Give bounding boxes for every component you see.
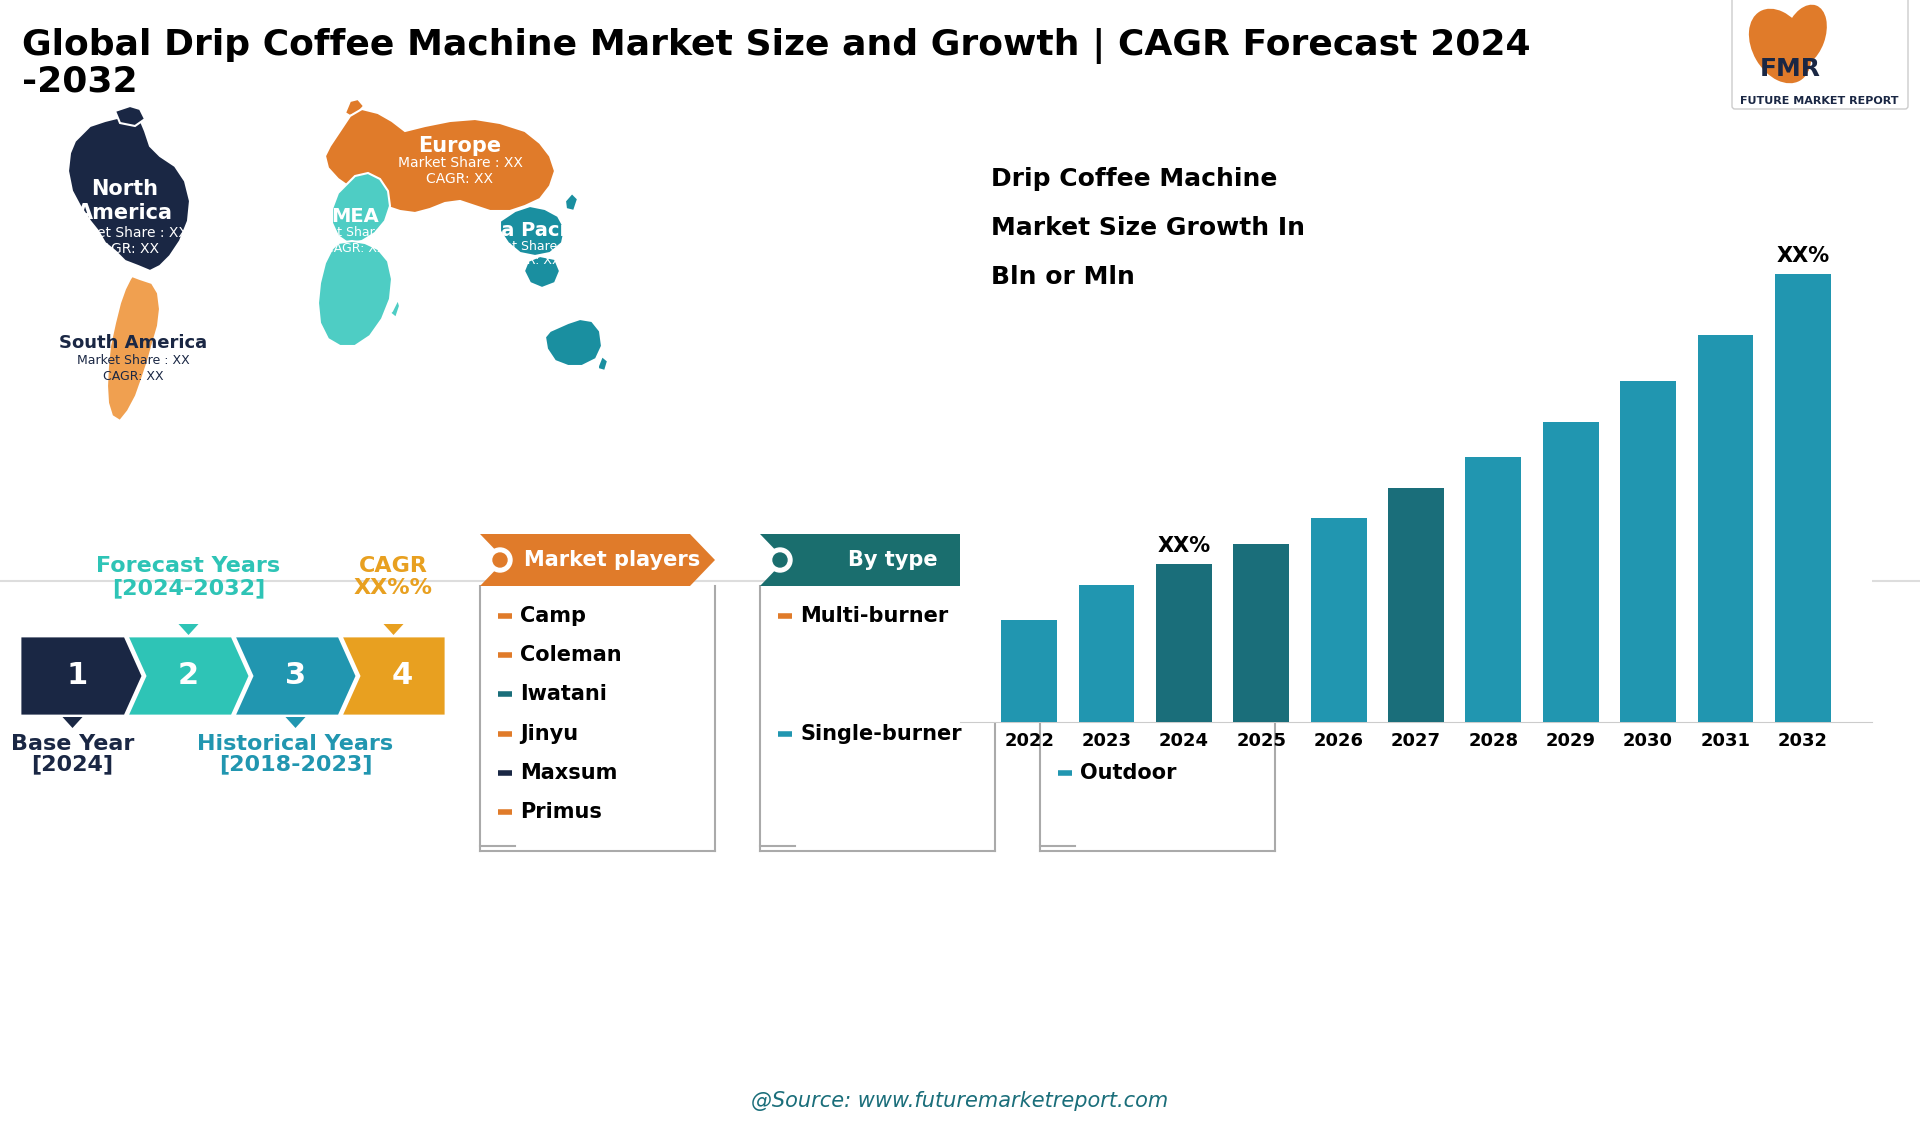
Polygon shape: [384, 625, 403, 635]
Polygon shape: [332, 173, 390, 243]
Polygon shape: [63, 717, 83, 728]
Polygon shape: [115, 105, 146, 126]
Bar: [1465, 457, 1521, 722]
Text: Drip Coffee Machine: Drip Coffee Machine: [991, 167, 1277, 191]
Bar: [1388, 488, 1444, 722]
Text: By type: By type: [849, 550, 937, 570]
Polygon shape: [480, 534, 714, 586]
Polygon shape: [19, 636, 142, 716]
Text: 4: 4: [392, 661, 413, 691]
Circle shape: [1052, 554, 1068, 567]
Text: Others: Others: [1079, 684, 1160, 705]
Polygon shape: [346, 99, 365, 116]
Polygon shape: [324, 109, 555, 213]
Polygon shape: [499, 206, 564, 256]
Polygon shape: [340, 113, 380, 149]
Bar: [1079, 584, 1135, 722]
Text: Global Drip Coffee Machine Market Size and Growth | CAGR Forecast 2024: Global Drip Coffee Machine Market Size a…: [21, 28, 1530, 64]
Polygon shape: [390, 299, 399, 317]
Text: [2018-2023]: [2018-2023]: [219, 754, 372, 774]
Text: Single-burner: Single-burner: [801, 723, 962, 744]
Polygon shape: [545, 319, 603, 366]
Text: Primus: Primus: [520, 802, 601, 822]
Text: MEA: MEA: [330, 206, 378, 226]
Circle shape: [493, 554, 507, 567]
Circle shape: [488, 548, 513, 572]
Circle shape: [1048, 548, 1071, 572]
Circle shape: [768, 548, 791, 572]
Text: Base Year: Base Year: [12, 733, 134, 754]
Text: South America: South America: [60, 333, 207, 352]
Text: Maxsum: Maxsum: [520, 763, 618, 783]
Circle shape: [774, 554, 787, 567]
Text: 3: 3: [284, 661, 305, 691]
Bar: [1002, 620, 1058, 722]
Polygon shape: [330, 113, 392, 176]
Bar: [1156, 564, 1212, 722]
Text: Market Share : XX: Market Share : XX: [77, 354, 190, 368]
Text: 2: 2: [179, 661, 200, 691]
Text: CAGR: XX: CAGR: XX: [499, 254, 561, 267]
Text: Market Share : XX: Market Share : XX: [63, 226, 188, 240]
Polygon shape: [286, 717, 305, 728]
Text: Bln or Mln: Bln or Mln: [991, 266, 1135, 290]
Text: CAGR: XX: CAGR: XX: [324, 242, 386, 254]
Text: FMR: FMR: [1761, 57, 1820, 81]
Polygon shape: [108, 276, 159, 421]
Text: Market Share : XX: Market Share : XX: [300, 227, 411, 240]
Text: CAGR: XX: CAGR: XX: [426, 172, 493, 186]
Polygon shape: [319, 241, 392, 346]
Text: Outdoor: Outdoor: [1079, 763, 1177, 783]
Polygon shape: [127, 636, 250, 716]
Text: [2024-2032]: [2024-2032]: [111, 578, 265, 598]
Text: FUTURE MARKET REPORT: FUTURE MARKET REPORT: [1740, 96, 1899, 105]
Text: Forecast Years: Forecast Years: [96, 556, 280, 576]
Text: Asia Pacific: Asia Pacific: [468, 221, 593, 241]
Text: -2032: -2032: [21, 64, 138, 99]
Polygon shape: [67, 116, 190, 270]
Polygon shape: [597, 356, 609, 371]
Polygon shape: [342, 636, 445, 716]
Text: CAGR: XX: CAGR: XX: [102, 369, 163, 383]
Polygon shape: [524, 256, 561, 288]
Text: XX%: XX%: [1158, 536, 1210, 556]
Text: Iwatani: Iwatani: [520, 684, 607, 705]
Text: Market Share : XX: Market Share : XX: [474, 241, 586, 253]
Text: 1: 1: [67, 661, 88, 691]
Text: Multi-burner: Multi-burner: [801, 606, 948, 626]
Bar: [1311, 518, 1367, 722]
Text: Europe: Europe: [419, 136, 501, 156]
Polygon shape: [760, 534, 995, 586]
Text: XX%%: XX%%: [353, 578, 434, 598]
Bar: [1774, 274, 1830, 722]
Text: Jinyu: Jinyu: [520, 723, 578, 744]
Bar: [1544, 422, 1599, 722]
Bar: [1233, 544, 1288, 722]
Bar: [1620, 382, 1676, 722]
Text: XX%: XX%: [1776, 246, 1830, 266]
Text: Market players: Market players: [524, 550, 701, 570]
Text: Home: Home: [1079, 606, 1148, 626]
Text: Coleman: Coleman: [520, 645, 622, 665]
FancyBboxPatch shape: [1732, 0, 1908, 109]
Text: Market Share : XX: Market Share : XX: [397, 156, 522, 170]
Polygon shape: [179, 625, 198, 635]
Text: North
America: North America: [77, 180, 173, 222]
Text: Camp: Camp: [520, 606, 586, 626]
Bar: [1697, 336, 1753, 722]
Polygon shape: [234, 636, 357, 716]
Text: Market Size Growth In: Market Size Growth In: [991, 217, 1304, 241]
Text: Historical Years: Historical Years: [198, 733, 394, 754]
Text: CAGR: CAGR: [359, 556, 428, 576]
Text: By application: By application: [1089, 550, 1256, 570]
Ellipse shape: [1784, 5, 1826, 68]
Polygon shape: [564, 193, 578, 211]
Text: CAGR: XX: CAGR: XX: [92, 242, 159, 256]
Text: [2024]: [2024]: [31, 754, 113, 774]
Text: @Source: www.futuremarketreport.com: @Source: www.futuremarketreport.com: [751, 1091, 1169, 1110]
Polygon shape: [1041, 534, 1275, 586]
Ellipse shape: [1749, 9, 1811, 84]
